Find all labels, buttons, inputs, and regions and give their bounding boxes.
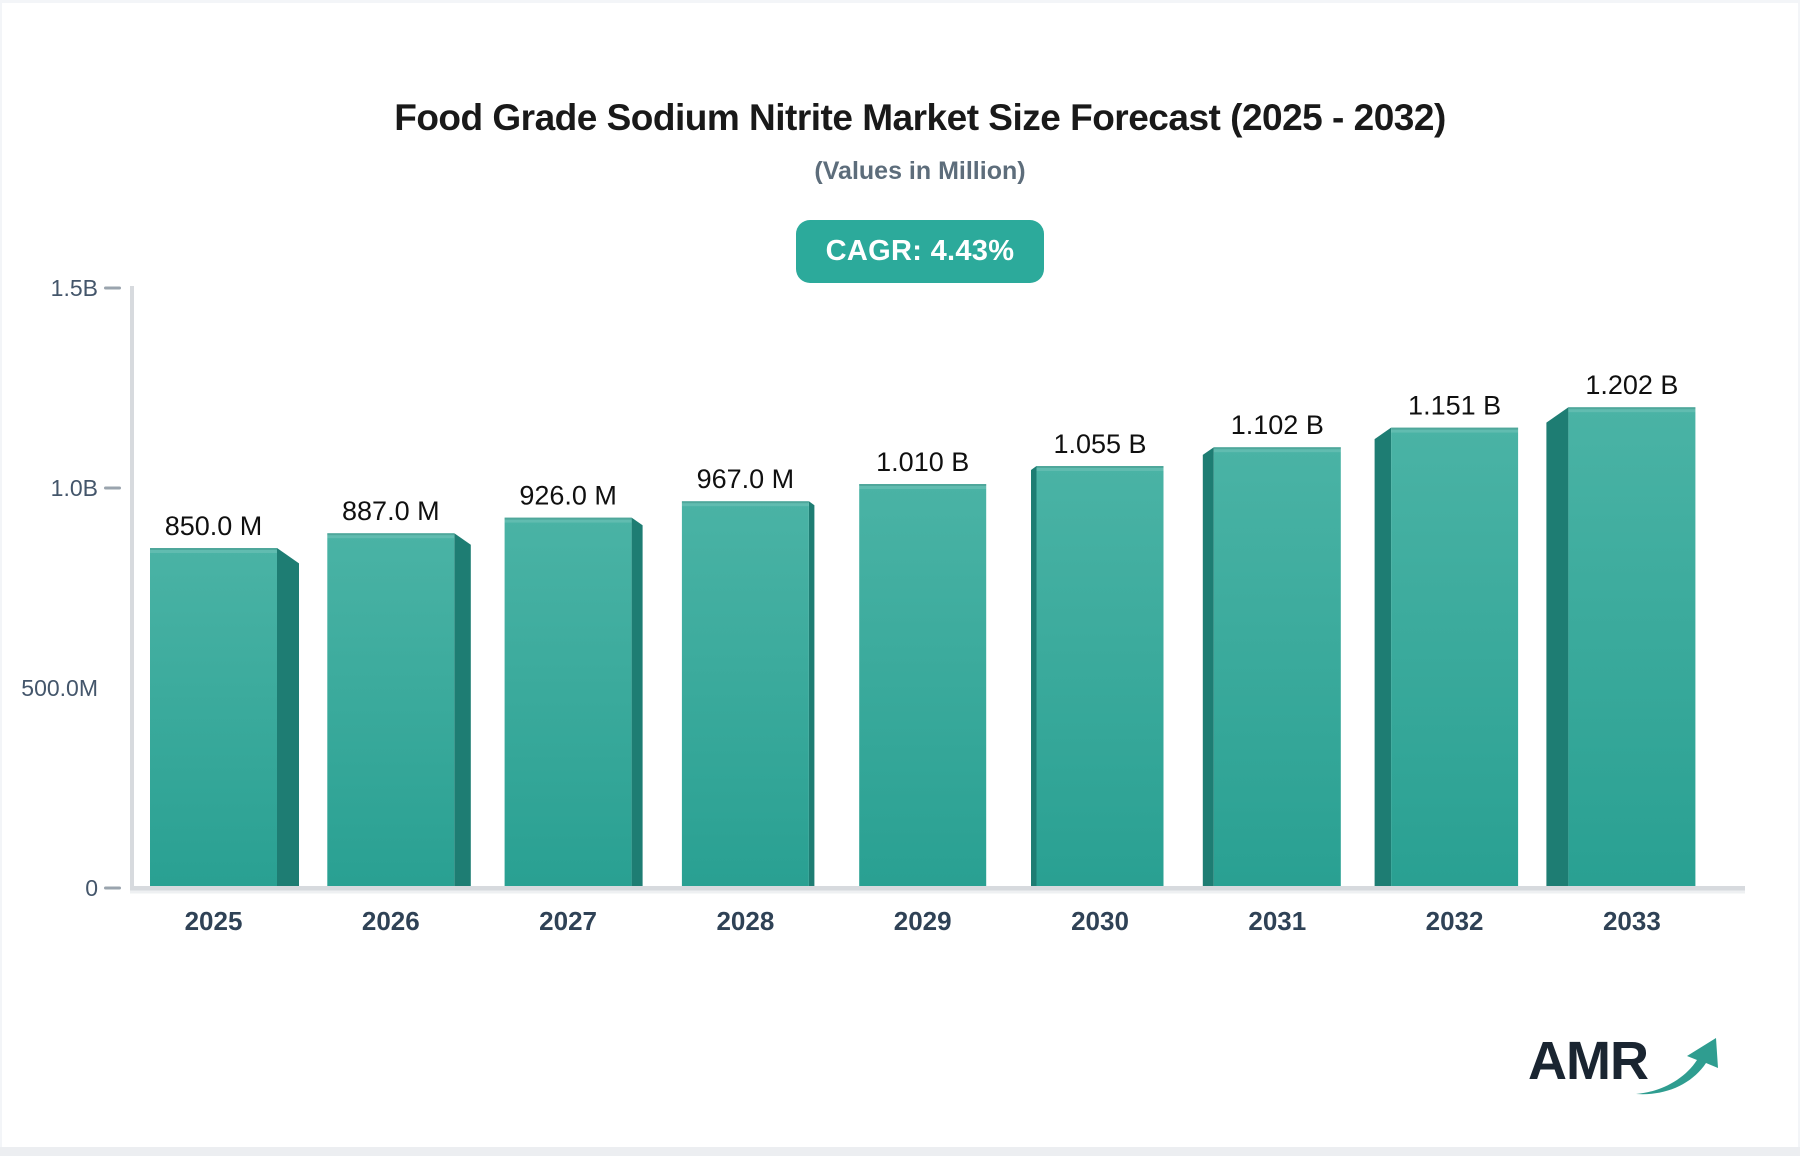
bar-top-edge [1568, 407, 1696, 410]
bar-value-label-2029: 1.010 B [876, 447, 969, 477]
x-tick-label-2028: 2028 [716, 906, 774, 936]
bar-2027[interactable] [504, 517, 643, 888]
bar-top-edge [1036, 466, 1164, 468]
x-tick-label-2027: 2027 [539, 906, 597, 936]
x-tick-label-2031: 2031 [1248, 906, 1306, 936]
bar-top-highlight [327, 533, 455, 539]
bar-front-face [1391, 427, 1519, 888]
bar-top-highlight [681, 501, 809, 507]
bar-value-label-2032: 1.151 B [1408, 391, 1501, 421]
bar-front-face [504, 517, 632, 888]
bar-2028[interactable] [681, 501, 815, 888]
edge-strip-right [1798, 0, 1800, 1156]
bar-value-label-2031: 1.102 B [1231, 410, 1324, 440]
edge-strip-left [0, 0, 2, 1156]
x-tick-label-2030: 2030 [1071, 906, 1129, 936]
bar-front-face [327, 533, 455, 888]
bar-side-face [808, 501, 815, 888]
bar-2031[interactable] [1202, 447, 1341, 888]
bar-front-face [150, 548, 277, 888]
bar-front-face [1036, 466, 1164, 888]
bar-top-edge [859, 484, 987, 486]
amr-logo-text: AMR [1528, 1031, 1649, 1091]
x-axis-line [130, 886, 1745, 891]
bar-side-face [631, 517, 643, 888]
y-tick-label-1: 1.0B [51, 475, 98, 501]
bar-top-edge [504, 517, 632, 520]
bar-value-label-2030: 1.055 B [1053, 429, 1146, 459]
bar-top-highlight [1213, 447, 1341, 453]
bar-top-highlight [1568, 407, 1696, 413]
bar-top-highlight [1391, 427, 1519, 433]
bar-top-highlight [504, 517, 632, 523]
edge-strip-top [0, 0, 1800, 3]
bar-2030[interactable] [1031, 466, 1164, 888]
y-tick-label-0: 1.5B [51, 275, 98, 301]
bar-top-edge [150, 548, 277, 550]
bar-value-label-2033: 1.202 B [1585, 370, 1678, 400]
cagr-badge: CAGR: 4.43% [795, 220, 1045, 284]
x-tick-label-2025: 2025 [185, 906, 243, 936]
bar-top-edge [1391, 427, 1519, 430]
bar-side-face [1202, 447, 1214, 888]
bar-value-label-2026: 887.0 M [342, 496, 440, 526]
bar-side-face [1031, 466, 1037, 888]
bar-2032[interactable] [1374, 427, 1519, 888]
bar-2029[interactable] [859, 484, 987, 888]
x-tick-label-2029: 2029 [894, 906, 952, 936]
x-tick-label-2032: 2032 [1426, 906, 1484, 936]
bar-front-face [1568, 407, 1696, 888]
x-axis-shadow [130, 890, 1745, 894]
y-tick-dash-0 [104, 286, 121, 290]
x-tick-label-2026: 2026 [362, 906, 420, 936]
edge-strip-bottom [0, 1147, 1800, 1156]
bar-value-label-2027: 926.0 M [519, 481, 617, 511]
growth-arrow-icon [1635, 1038, 1718, 1095]
bar-top-highlight [150, 548, 277, 553]
y-tick-dash-1 [104, 486, 121, 490]
bar-side-face [277, 548, 299, 888]
bar-2033[interactable] [1546, 407, 1696, 888]
bar-front-face [859, 484, 987, 888]
bar-side-face [454, 533, 471, 888]
chart-subtitle: (Values in Million) [814, 157, 1026, 186]
bar-front-face [681, 501, 809, 888]
y-axis-line [130, 286, 134, 890]
bar-top-edge [1213, 447, 1341, 450]
bar-2025[interactable] [150, 548, 299, 888]
bar-top-edge [327, 533, 455, 536]
chart-header: Food Grade Sodium Nitrite Market Size Fo… [110, 96, 1730, 284]
bar-2026[interactable] [327, 533, 471, 888]
bar-top-highlight [1036, 466, 1164, 471]
x-tick-label-2033: 2033 [1603, 906, 1661, 936]
bar-side-face [1546, 407, 1569, 888]
y-tick-label-3: 0 [85, 875, 98, 901]
bar-top-edge [681, 501, 809, 504]
bar-top-highlight [859, 484, 987, 489]
y-tick-label-2: 500.0M [21, 675, 98, 701]
bar-value-label-2028: 967.0 M [697, 464, 795, 494]
amr-logo: AMR [1528, 1034, 1726, 1098]
y-tick-dash-3 [104, 886, 121, 890]
bar-front-face [1213, 447, 1341, 888]
bar-value-label-2025: 850.0 M [165, 511, 263, 541]
bar-side-face [1374, 427, 1392, 888]
chart-title: Food Grade Sodium Nitrite Market Size Fo… [394, 97, 1446, 138]
